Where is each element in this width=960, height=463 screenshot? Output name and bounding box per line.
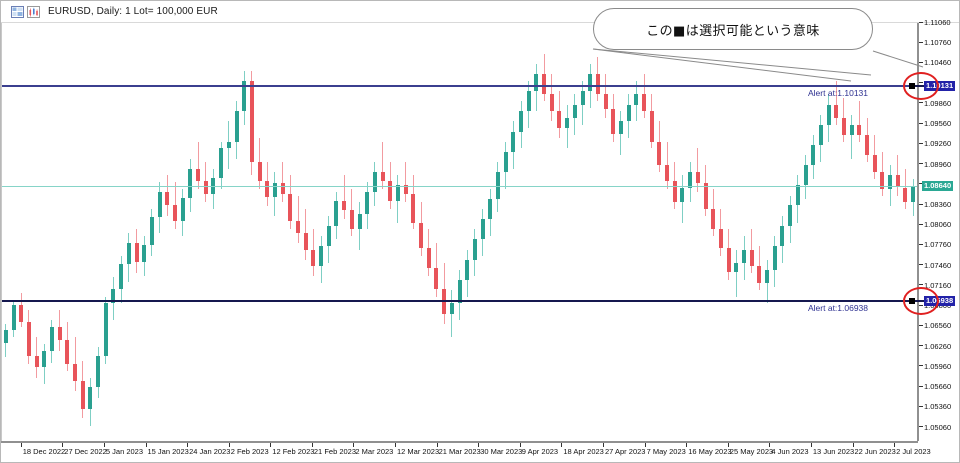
date-tick-mark — [270, 443, 272, 447]
date-tick-label: 7 May 2023 — [646, 447, 686, 456]
price-axis[interactable]: 1.110601.107601.104601.101601.098601.095… — [919, 18, 959, 462]
date-tick-label: 16 May 2023 — [688, 447, 732, 456]
date-tick-label: 12 Mar 2023 — [397, 447, 440, 456]
date-tick-label: 2 Jul 2023 — [896, 447, 931, 456]
date-tick-label: 21 Feb 2023 — [313, 447, 357, 456]
date-tick-mark — [20, 443, 22, 447]
date-tick-mark — [519, 443, 521, 447]
date-tick-mark — [62, 443, 64, 447]
date-tick-mark — [644, 443, 646, 447]
price-tick: 1.10760 — [919, 38, 959, 48]
date-tick-mark — [810, 443, 812, 447]
date-tick-mark — [353, 443, 355, 447]
date-tick-label: 13 Jun 2023 — [812, 447, 855, 456]
price-tick: 1.09260 — [919, 139, 959, 149]
date-tick-mark — [228, 443, 230, 447]
alert-line-lower[interactable] — [2, 299, 917, 302]
date-tick-label: 5 Jan 2023 — [105, 447, 144, 456]
price-tick: 1.10460 — [919, 58, 959, 68]
alert-lower-caption: Alert at:1.06938 — [808, 302, 869, 313]
date-tick-mark — [727, 443, 729, 447]
alert-line-upper[interactable] — [2, 84, 917, 87]
date-tick-mark — [436, 443, 438, 447]
date-tick-label: 18 Dec 2022 — [22, 447, 66, 456]
price-tick: 1.08960 — [919, 160, 959, 170]
date-tick-label: 4 Jun 2023 — [771, 447, 809, 456]
plot-border-bottom — [1, 441, 918, 443]
alert-upper-price-tag[interactable]: 1.10131 — [924, 80, 956, 91]
chart-icon[interactable] — [27, 5, 40, 18]
date-tick-label: 22 Jun 2023 — [854, 447, 896, 456]
date-tick-mark — [686, 443, 688, 447]
date-tick-mark — [145, 443, 147, 447]
chart-title: EURUSD, Daily: 1 Lot= 100,000 EUR — [48, 6, 218, 17]
highlight-ring-lower — [903, 286, 939, 315]
price-tick: 1.09560 — [919, 119, 959, 129]
date-tick-label: 24 Jan 2023 — [189, 447, 231, 456]
price-tick: 1.11060 — [919, 18, 959, 28]
date-tick-mark — [852, 443, 854, 447]
date-tick-label: 12 Feb 2023 — [272, 447, 315, 456]
annotation-callout: この■は選択可能という意味 — [593, 8, 873, 50]
grid-icon[interactable] — [11, 5, 24, 18]
highlight-ring-upper — [903, 71, 939, 100]
date-tick-label: 15 Jan 2023 — [147, 447, 189, 456]
plot-border-right — [917, 1, 919, 441]
plot-border-left — [1, 1, 2, 442]
date-tick-mark — [103, 443, 105, 447]
price-tick: 1.06260 — [919, 342, 959, 352]
current-price-line[interactable] — [2, 186, 917, 188]
date-tick-label: 25 May 2023 — [729, 447, 774, 456]
date-axis[interactable]: 18 Dec 2022 27 Dec 2022 5 Jan 2023 15 Jan 2… — [2, 443, 931, 462]
chart-plot-area[interactable]: Alert at:1.10131 Alert at:1.06938 — [2, 23, 917, 441]
alert-upper-caption: Alert at:1.10131 — [808, 87, 869, 98]
price-tick: 1.08060 — [919, 220, 959, 230]
date-tick-mark — [478, 443, 480, 447]
price-tick: 1.05960 — [919, 362, 959, 372]
price-tick: 1.07760 — [919, 240, 959, 250]
callout-text: この■は選択可能という意味 — [646, 23, 820, 39]
date-tick-mark — [769, 443, 771, 447]
price-tick: 1.05660 — [919, 382, 959, 392]
date-tick-label: 27 Dec 2022 — [64, 447, 107, 456]
price-tick: 1.09860 — [919, 99, 959, 109]
price-tick: 1.08360 — [919, 200, 959, 210]
price-tick: 1.05360 — [919, 402, 959, 412]
date-tick-mark — [187, 443, 189, 447]
date-tick-label: 9 Apr 2023 — [521, 447, 559, 456]
date-tick-mark — [894, 443, 896, 447]
date-tick-mark — [561, 443, 563, 447]
price-tick: 1.05060 — [919, 423, 959, 433]
date-tick-label: 27 Apr 2023 — [605, 447, 646, 456]
date-tick-label: 2 Mar 2023 — [355, 447, 394, 456]
price-tick: 1.06560 — [919, 321, 959, 331]
date-tick-mark — [603, 443, 604, 447]
date-tick-label: 30 Mar 2023 — [480, 447, 523, 456]
date-tick-mark — [395, 443, 396, 447]
price-tick: 1.07460 — [919, 261, 959, 271]
alert-lower-price-tag[interactable]: 1.06938 — [924, 295, 956, 306]
date-tick-label: 21 Mar 2023 — [438, 447, 481, 456]
date-tick-label: 2 Feb 2023 — [230, 447, 269, 456]
date-tick-label: 18 Apr 2023 — [563, 447, 604, 456]
current-price-tag[interactable]: 1.08640 — [922, 181, 954, 192]
price-tick: 1.07160 — [919, 281, 959, 291]
date-tick-mark — [311, 443, 313, 447]
